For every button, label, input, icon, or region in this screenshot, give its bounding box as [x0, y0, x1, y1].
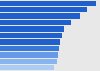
- Bar: [0, 59, 57, 64]
- Bar: [0, 7, 87, 12]
- Bar: [0, 13, 80, 19]
- Bar: [0, 65, 55, 70]
- Bar: [0, 33, 62, 38]
- Bar: [0, 52, 58, 58]
- Bar: [0, 46, 59, 51]
- Bar: [0, 1, 96, 6]
- Bar: [0, 20, 71, 25]
- Bar: [0, 26, 64, 32]
- Bar: [0, 39, 60, 45]
